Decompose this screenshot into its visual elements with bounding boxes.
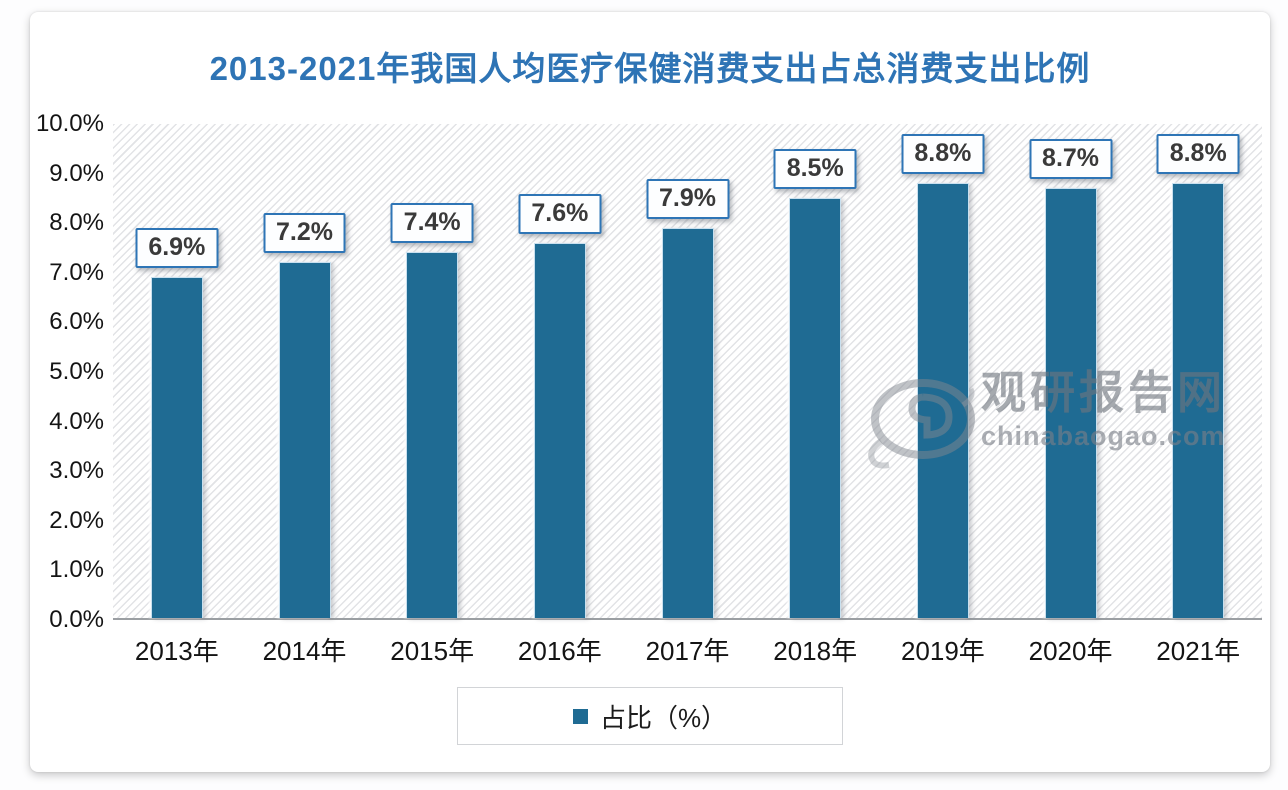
y-tick-label: 1.0%: [49, 556, 104, 584]
chart-title: 2013-2021年我国人均医疗保健消费支出占总消费支出比例: [209, 50, 1091, 87]
x-tick-label: 2018年: [773, 636, 858, 666]
legend-label: 占比（%）: [599, 702, 728, 733]
x-tick-label: 2014年: [262, 636, 347, 666]
bar: [1172, 183, 1225, 618]
bar: [1044, 188, 1097, 618]
bar-column: 7.6%: [496, 124, 624, 618]
y-tick-label: 4.0%: [49, 407, 104, 435]
bar-column: 8.8%: [1134, 124, 1262, 618]
bar-column: 8.8%: [879, 124, 1007, 618]
bar-value-label: 7.6%: [518, 193, 602, 234]
y-tick-label: 9.0%: [49, 159, 104, 187]
bar-value-label: 7.9%: [646, 178, 730, 219]
x-axis: 2013年 2014年 2015年 2016年 2017年 2018年 2019年 2020年…: [113, 634, 1262, 668]
bar: [789, 198, 842, 618]
legend-swatch-icon: [572, 708, 588, 724]
x-tick-label: 2016年: [517, 636, 602, 666]
y-tick-label: 0.0%: [49, 605, 104, 633]
x-tick-label: 2021年: [1156, 636, 1241, 666]
bar-column: 7.9%: [624, 124, 752, 618]
bar: [406, 252, 459, 618]
bar-column: 6.9%: [113, 124, 241, 618]
plot-area: 6.9% 7.2% 7.4% 7.6% 7.9% 8.5% 8.8% 8.7% 8.8%: [113, 124, 1262, 620]
y-tick-label: 10.0%: [35, 110, 104, 137]
bar-column: 8.7%: [1007, 124, 1135, 618]
y-tick-label: 8.0%: [49, 209, 104, 237]
y-tick-label: 7.0%: [49, 258, 104, 286]
bar-value-label: 8.8%: [901, 134, 985, 175]
bar: [533, 242, 586, 618]
x-tick-label: 2017年: [645, 636, 730, 666]
bar-value-label: 8.5%: [773, 149, 857, 190]
bar: [661, 227, 714, 618]
x-tick-label: 2013年: [134, 636, 219, 666]
bar-column: 7.2%: [241, 124, 369, 618]
y-axis: 10.0% 9.0% 8.0% 7.0% 6.0% 5.0% 4.0% 3.0% 2.0% 1.0…: [30, 112, 104, 632]
bar-value-label: 8.7%: [1029, 139, 1113, 180]
y-tick-label: 2.0%: [49, 506, 104, 534]
y-tick-label: 3.0%: [49, 457, 104, 485]
chart-card: 2013-2021年我国人均医疗保健消费支出占总消费支出比例 10.0% 9.0%…: [30, 12, 1270, 772]
x-tick-label: 2019年: [900, 636, 985, 666]
bar: [150, 277, 203, 618]
y-tick-label: 5.0%: [49, 357, 104, 385]
bar-column: 8.5%: [751, 124, 879, 618]
bar-value-label: 7.2%: [263, 213, 346, 254]
bar-value-label: 6.9%: [135, 228, 219, 269]
bars-area: 6.9% 7.2% 7.4% 7.6% 7.9% 8.5% 8.8% 8.7% 8.8%: [113, 124, 1262, 618]
x-tick-label: 2020年: [1028, 636, 1113, 666]
legend: 占比（%）: [457, 687, 843, 745]
y-tick-label: 6.0%: [49, 308, 104, 336]
bar: [916, 183, 969, 618]
bar-value-label: 7.4%: [390, 203, 474, 244]
x-tick-label: 2015年: [390, 636, 475, 666]
bar-column: 7.4%: [368, 124, 496, 618]
bar: [278, 262, 331, 618]
bar-value-label: 8.8%: [1156, 134, 1240, 175]
